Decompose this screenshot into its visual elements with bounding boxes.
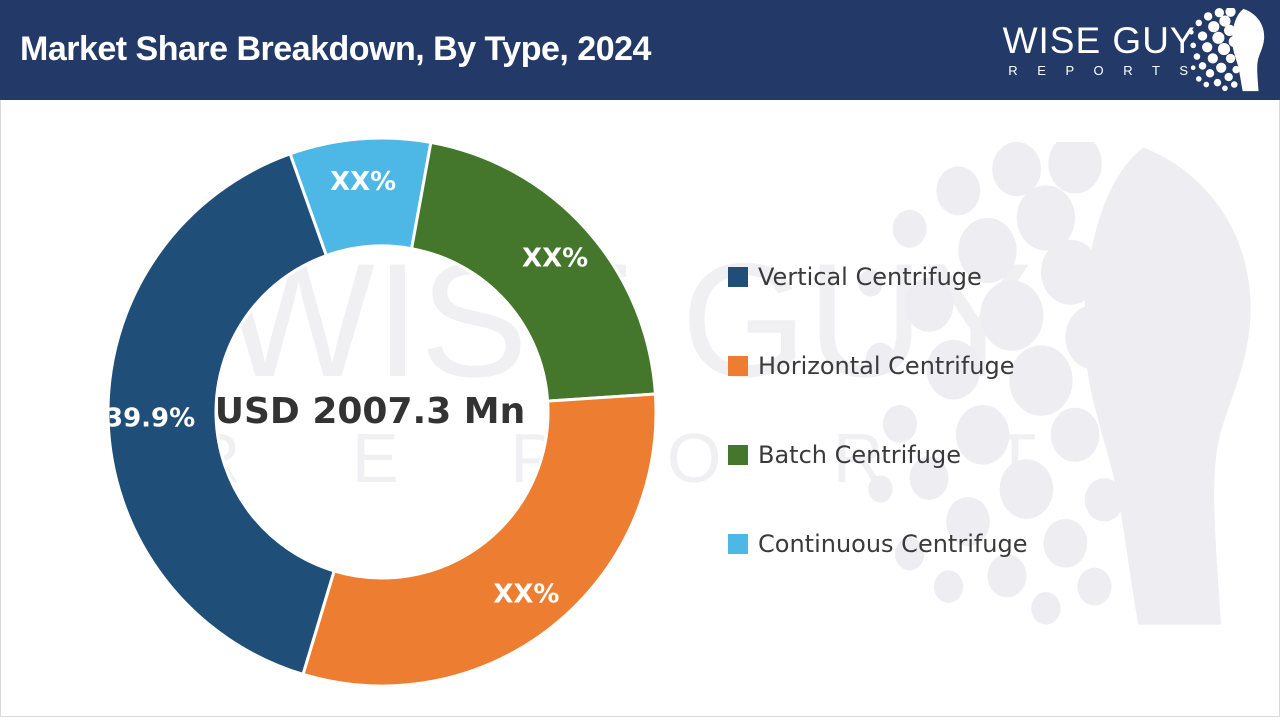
header-bar: Market Share Breakdown, By Type, 2024 WI…: [0, 0, 1280, 100]
brand-logo-text: WISE GUY R E P O R T S: [1002, 19, 1196, 79]
legend-swatch-horizontal-centrifuge: [728, 356, 748, 376]
slice-batch-centrifuge[interactable]: [410, 140, 657, 403]
legend-item-batch-centrifuge[interactable]: Batch Centrifuge: [728, 441, 1028, 469]
slice-value-vertical-centrifuge: 39.9%: [105, 404, 195, 434]
legend-item-vertical-centrifuge[interactable]: Vertical Centrifuge: [728, 263, 1028, 291]
legend-swatch-batch-centrifuge: [728, 445, 748, 465]
slice-value-continuous-centrifuge: XX%: [330, 167, 396, 197]
legend-swatch-continuous-centrifuge: [728, 534, 748, 554]
donut-chart: XX% XX% XX% 39.9%: [105, 136, 658, 688]
legend-label: Batch Centrifuge: [758, 441, 961, 469]
slice-vertical-centrifuge[interactable]: [106, 152, 336, 676]
legend-item-horizontal-centrifuge[interactable]: Horizontal Centrifuge: [728, 352, 1028, 380]
page-title: Market Share Breakdown, By Type, 2024: [20, 30, 651, 68]
brand-subtitle: R E P O R T S: [1008, 63, 1196, 79]
legend-label: Continuous Centrifuge: [758, 530, 1028, 558]
brand-name: WISE GUY: [1002, 19, 1196, 61]
slice-value-horizontal-centrifuge: XX%: [493, 580, 559, 610]
slice-horizontal-centrifuge[interactable]: [301, 392, 658, 688]
slice-value-batch-centrifuge: XX%: [522, 244, 588, 274]
brand-logo: WISE GUY R E P O R T S: [1002, 6, 1266, 94]
legend-swatch-vertical-centrifuge: [728, 267, 748, 287]
legend-label: Vertical Centrifuge: [758, 263, 982, 291]
brand-face-icon: [1189, 8, 1265, 92]
legend-item-continuous-centrifuge[interactable]: Continuous Centrifuge: [728, 530, 1028, 558]
chart-center-value: USD 2007.3 Mn: [214, 391, 526, 432]
legend-label: Horizontal Centrifuge: [758, 352, 1015, 380]
chart-legend: Vertical Centrifuge Horizontal Centrifuge…: [728, 263, 1028, 558]
